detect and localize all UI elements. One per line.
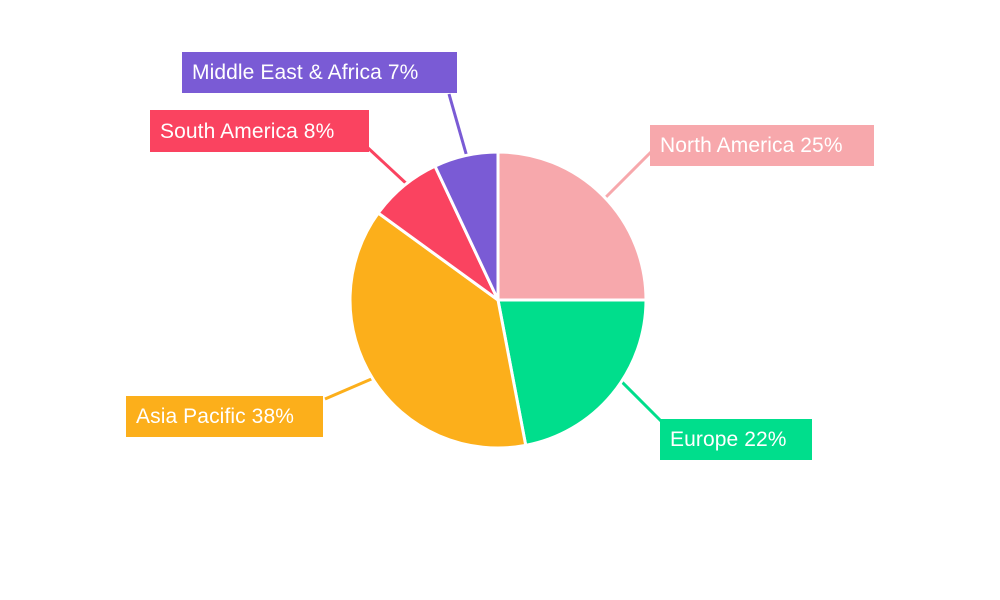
leader-line-north-america [602,149,654,201]
pie-label-text-asia-pacific: Asia Pacific 38% [136,405,295,428]
leader-line-middle-east-africa [447,93,469,158]
pie-label-text-europe: Europe 22% [670,428,787,451]
pie-slices-group [348,150,648,450]
pie-label-text-middle-east-africa: Middle East & Africa 7% [192,61,419,84]
pie-slice-north-america[interactable] [496,150,648,302]
pie-label-north-america[interactable]: North America 25% [650,125,874,166]
pie-slice-middle-east-africa[interactable] [433,150,500,302]
leader-line-south-america [365,145,411,188]
pie-label-south-america[interactable]: South America 8% [150,110,369,152]
pie-label-text-south-america: South America 8% [160,119,335,143]
pie-slice-europe[interactable] [496,298,648,447]
pie-label-text-north-america: North America 25% [660,134,843,157]
leader-line-europe [617,377,664,424]
pie-label-europe[interactable]: Europe 22% [660,419,812,460]
pie-slice-asia-pacific[interactable] [348,211,528,450]
pie-label-middle-east-africa[interactable]: Middle East & Africa 7% [182,52,457,93]
pie-label-asia-pacific[interactable]: Asia Pacific 38% [126,396,323,437]
